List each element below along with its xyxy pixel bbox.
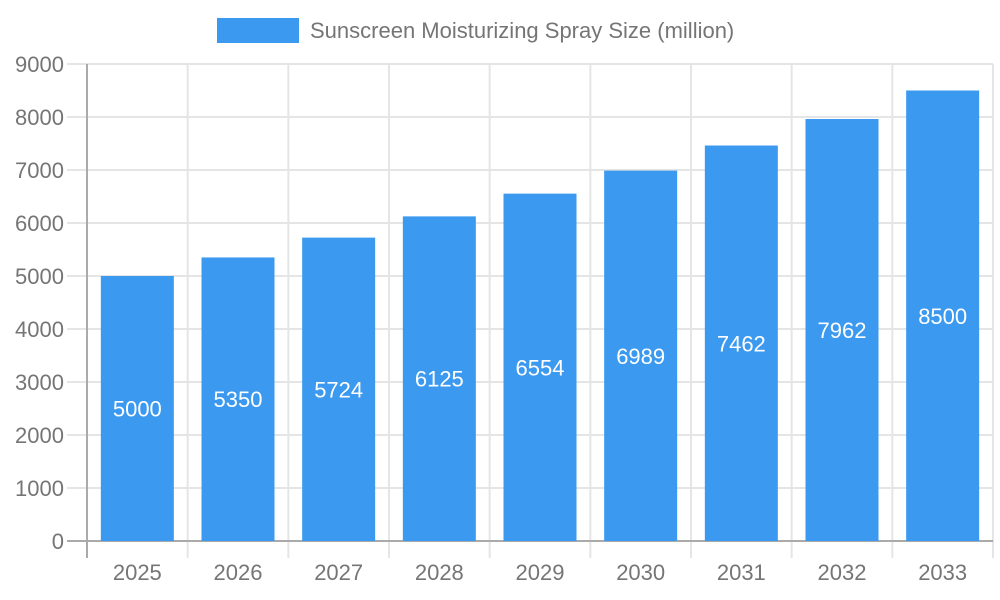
bar-2030[interactable] xyxy=(604,170,678,541)
y-axis-label: 5000 xyxy=(15,264,64,289)
x-axis-label: 2033 xyxy=(918,560,967,585)
bar-value-label: 5724 xyxy=(314,377,363,402)
y-axis-label: 6000 xyxy=(15,211,64,236)
x-axis-label: 2029 xyxy=(516,560,565,585)
legend-item[interactable]: Sunscreen Moisturizing Spray Size (milli… xyxy=(217,17,734,44)
y-axis-label: 8000 xyxy=(15,105,64,130)
y-axis-label: 0 xyxy=(52,529,64,554)
bar-2028[interactable] xyxy=(402,216,476,541)
y-axis-label: 2000 xyxy=(15,423,64,448)
bar-2025[interactable] xyxy=(100,276,174,541)
legend-swatch-icon xyxy=(217,18,299,43)
bar-2031[interactable] xyxy=(704,145,778,541)
x-axis-label: 2031 xyxy=(717,560,766,585)
y-axis-label: 9000 xyxy=(15,52,64,77)
x-axis-label: 2027 xyxy=(314,560,363,585)
bar-2027[interactable] xyxy=(302,237,376,542)
bar-value-label: 5350 xyxy=(214,387,263,412)
bar-value-label: 5000 xyxy=(113,397,162,422)
bar-value-label: 8500 xyxy=(918,304,967,329)
bar-value-label: 6554 xyxy=(516,355,565,380)
x-axis-label: 2025 xyxy=(113,560,162,585)
bar-value-label: 6989 xyxy=(616,344,665,369)
bar-value-label: 7462 xyxy=(717,331,766,356)
bar-2029[interactable] xyxy=(503,193,577,541)
bar-value-label: 7962 xyxy=(818,318,867,343)
x-axis-label: 2032 xyxy=(818,560,867,585)
x-axis-label: 2026 xyxy=(214,560,263,585)
y-axis-label: 7000 xyxy=(15,158,64,183)
x-axis-label: 2030 xyxy=(616,560,665,585)
y-axis-label: 4000 xyxy=(15,317,64,342)
y-axis-label: 3000 xyxy=(15,370,64,395)
bar-2026[interactable] xyxy=(201,257,275,541)
y-axis-label: 1000 xyxy=(15,476,64,501)
bar-value-label: 6125 xyxy=(415,367,464,392)
bar-2032[interactable] xyxy=(805,119,879,541)
legend-label: Sunscreen Moisturizing Spray Size (milli… xyxy=(310,18,735,43)
x-axis-label: 2028 xyxy=(415,560,464,585)
bar-2033[interactable] xyxy=(906,90,980,542)
